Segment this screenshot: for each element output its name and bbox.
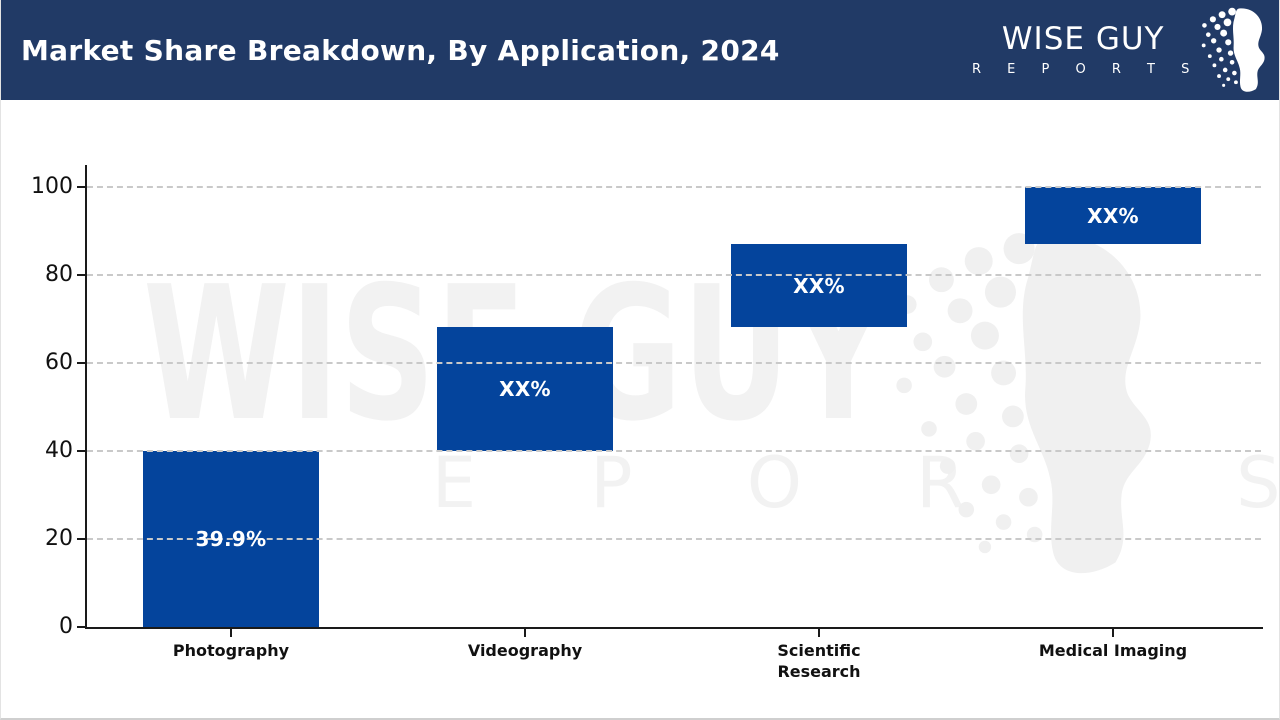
y-axis — [85, 165, 87, 629]
x-tick-label: Medical Imaging — [1038, 641, 1188, 660]
gridline-40 — [87, 450, 1261, 452]
logo-text: WISE GUY R E P O R T S — [966, 20, 1201, 77]
y-tick-label: 0 — [59, 614, 73, 639]
x-tick — [1112, 629, 1114, 637]
y-tick-label: 80 — [45, 262, 73, 287]
y-tick — [77, 626, 85, 628]
watermark-dotted-head-icon — [896, 233, 1151, 574]
bar-medical-imaging — [1025, 187, 1201, 245]
x-tick-label: Videography — [467, 641, 583, 660]
bar-value-label: XX% — [1087, 203, 1139, 228]
gridline-20 — [87, 538, 1261, 540]
y-tick-label: 20 — [45, 526, 73, 551]
y-tick — [77, 186, 85, 188]
y-tick-label: 40 — [45, 438, 73, 463]
y-tick — [77, 538, 85, 540]
bar-value-label: XX% — [499, 377, 551, 402]
x-axis — [85, 627, 1263, 629]
dotted-head-icon — [1202, 7, 1266, 92]
logo-name: WISE GUY — [1001, 20, 1165, 57]
bar-scientific-research — [731, 244, 907, 327]
x-tick-label: Photography — [172, 641, 290, 660]
y-tick-label: 100 — [31, 174, 73, 199]
page-title: Market Share Breakdown, By Application, … — [21, 33, 780, 67]
bar-value-label: XX% — [793, 273, 845, 298]
logo-tagline: R E P O R T S — [972, 61, 1201, 77]
wise-guy-reports-logo: WISE GUY R E P O R T S — [966, 7, 1267, 93]
header: Market Share Breakdown, By Application, … — [1, 0, 1279, 100]
y-tick — [77, 450, 85, 452]
gridline-100 — [87, 186, 1261, 188]
x-tick — [230, 629, 232, 637]
x-tick — [818, 629, 820, 637]
x-tick-label: Scientific Research — [777, 641, 861, 681]
gridline-80 — [87, 274, 1261, 276]
x-tick — [524, 629, 526, 637]
bar-videography — [437, 326, 613, 452]
bar-value-label: 39.9% — [195, 527, 267, 552]
y-tick — [77, 274, 85, 276]
y-tick — [77, 362, 85, 364]
gridline-60 — [87, 362, 1261, 364]
y-tick-label: 60 — [45, 350, 73, 375]
